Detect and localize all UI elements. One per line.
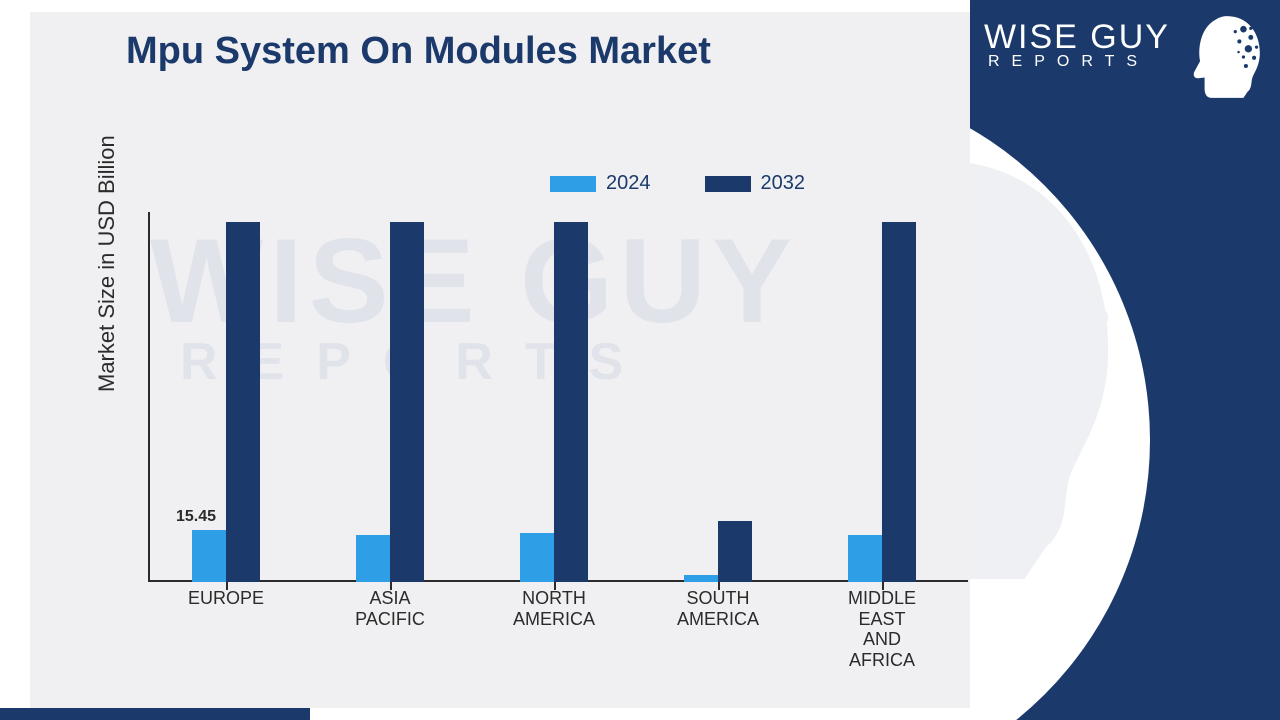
bar <box>192 530 226 582</box>
bar-value-label: 15.45 <box>176 508 216 526</box>
legend-label-2024: 2024 <box>606 172 651 195</box>
bar <box>554 222 588 582</box>
brand-line2: REPORTS <box>988 53 1170 71</box>
legend-swatch-2024 <box>550 176 596 192</box>
y-axis-label: Market Size in USD Billion <box>94 135 120 392</box>
bar <box>684 575 718 582</box>
legend-item-2024: 2024 <box>550 172 651 195</box>
bottom-accent-bar <box>0 708 310 720</box>
x-axis-label: MIDDLEEASTANDAFRICA <box>812 588 952 671</box>
bar <box>848 535 882 582</box>
bar <box>390 222 424 582</box>
bar <box>718 521 752 582</box>
brand-line1: WISE GUY <box>984 18 1170 57</box>
x-axis-label: ASIAPACIFIC <box>320 588 460 629</box>
y-axis-line <box>148 212 150 582</box>
legend-swatch-2032 <box>705 176 751 192</box>
brand-logo: WISE GUY REPORTS <box>984 18 1170 71</box>
bar <box>356 535 390 582</box>
chart-panel: WISE GUY REPORTS Mpu System On Modules M… <box>30 12 970 708</box>
legend: 2024 2032 <box>550 172 805 195</box>
x-axis-label: SOUTHAMERICA <box>648 588 788 629</box>
bar <box>520 533 554 582</box>
legend-label-2032: 2032 <box>761 172 806 195</box>
x-axis-label: EUROPE <box>156 588 296 609</box>
plot-area: 15.45 <box>148 212 968 582</box>
x-axis-label: NORTHAMERICA <box>484 588 624 629</box>
legend-item-2032: 2032 <box>705 172 806 195</box>
brand-head-icon <box>1178 12 1268 102</box>
bar <box>226 222 260 582</box>
chart-title: Mpu System On Modules Market <box>126 30 711 73</box>
bar <box>882 222 916 582</box>
